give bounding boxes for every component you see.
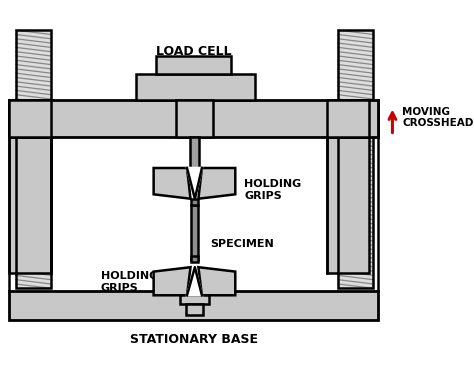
Polygon shape — [187, 267, 202, 295]
Bar — [327, 100, 369, 137]
Polygon shape — [187, 168, 202, 199]
Text: LOAD CELL: LOAD CELL — [156, 45, 232, 58]
Text: SPECIMEN: SPECIMEN — [211, 240, 274, 249]
Bar — [16, 30, 51, 288]
Text: HOLDING
GRIPS: HOLDING GRIPS — [101, 271, 158, 293]
Polygon shape — [154, 168, 191, 199]
Bar — [9, 100, 51, 137]
Bar — [191, 205, 198, 260]
Bar — [156, 56, 231, 74]
Text: STATIONARY BASE: STATIONARY BASE — [130, 333, 258, 346]
Bar — [175, 100, 213, 137]
Bar — [338, 30, 373, 288]
Text: HOLDING
GRIPS: HOLDING GRIPS — [244, 179, 301, 201]
Bar — [180, 295, 209, 304]
Bar — [191, 199, 199, 205]
Bar — [16, 30, 51, 288]
Polygon shape — [199, 267, 235, 295]
Bar — [9, 291, 377, 320]
Bar — [9, 100, 377, 137]
Bar — [190, 137, 199, 168]
Bar — [338, 30, 373, 288]
Bar — [136, 74, 255, 100]
Polygon shape — [199, 168, 235, 199]
Bar — [327, 137, 369, 273]
Polygon shape — [154, 267, 191, 295]
Bar — [186, 304, 203, 315]
Bar — [191, 256, 199, 262]
Text: MOVING
CROSSHEAD: MOVING CROSSHEAD — [402, 106, 474, 128]
Bar — [9, 137, 51, 273]
